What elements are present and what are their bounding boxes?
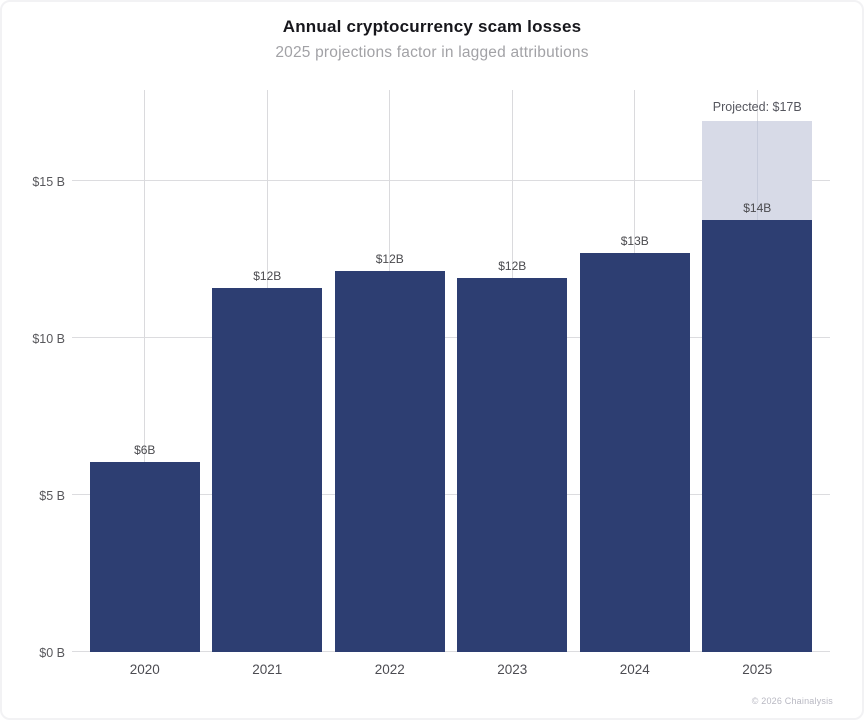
bar-2023-actual xyxy=(457,278,568,652)
x-axis-label-2024: 2024 xyxy=(619,662,650,677)
x-axis-label-2025: 2025 xyxy=(742,662,773,677)
projected-bar-center-hairline xyxy=(757,121,759,221)
chart-subtitle: 2025 projections factor in lagged attrib… xyxy=(275,44,589,61)
bar-2020-actual xyxy=(89,462,200,652)
bar-value-label: $12B xyxy=(375,251,404,266)
bar-2025-projected xyxy=(702,121,813,221)
y-axis-tick-label: $5 B xyxy=(39,488,65,503)
chart-title: Annual cryptocurrency scam losses xyxy=(282,17,582,36)
horizontal-gridline xyxy=(72,651,830,652)
bar-value-label: $13B xyxy=(620,234,649,249)
bar-2025-actual xyxy=(702,220,813,652)
y-axis-tick-label: $10 B xyxy=(32,331,65,346)
bar-value-label: $12B xyxy=(498,259,527,274)
horizontal-gridline xyxy=(72,494,830,496)
projected-annotation: Projected: $17B xyxy=(712,100,802,115)
bar-value-label: $6B xyxy=(134,443,156,458)
bar-2024-actual xyxy=(579,253,690,652)
vertical-gridline xyxy=(144,90,146,652)
x-axis-label-2021: 2021 xyxy=(252,662,283,677)
y-axis-tick-label: $0 B xyxy=(39,645,65,660)
chart-header: Annual cryptocurrency scam losses 2025 p… xyxy=(0,17,864,62)
bar-chart-plot-area: $0 B $5 B $10 B $15 B $6B 2020 $12B 2021 $12B 202… xyxy=(32,90,830,677)
bar-value-label: $12B xyxy=(253,268,282,283)
horizontal-gridline xyxy=(72,337,830,339)
copyright-text: © 2026 Chainalysis xyxy=(751,696,833,706)
x-axis-label-2020: 2020 xyxy=(129,662,160,677)
x-axis-label-2022: 2022 xyxy=(374,662,405,677)
x-axis-label-2023: 2023 xyxy=(497,662,528,677)
bar-2021-actual xyxy=(212,287,323,652)
bar-value-label: $14B xyxy=(743,201,772,216)
horizontal-gridline xyxy=(72,180,830,182)
bar-2022-actual xyxy=(334,270,445,652)
y-axis-tick-label: $15 B xyxy=(32,174,65,189)
